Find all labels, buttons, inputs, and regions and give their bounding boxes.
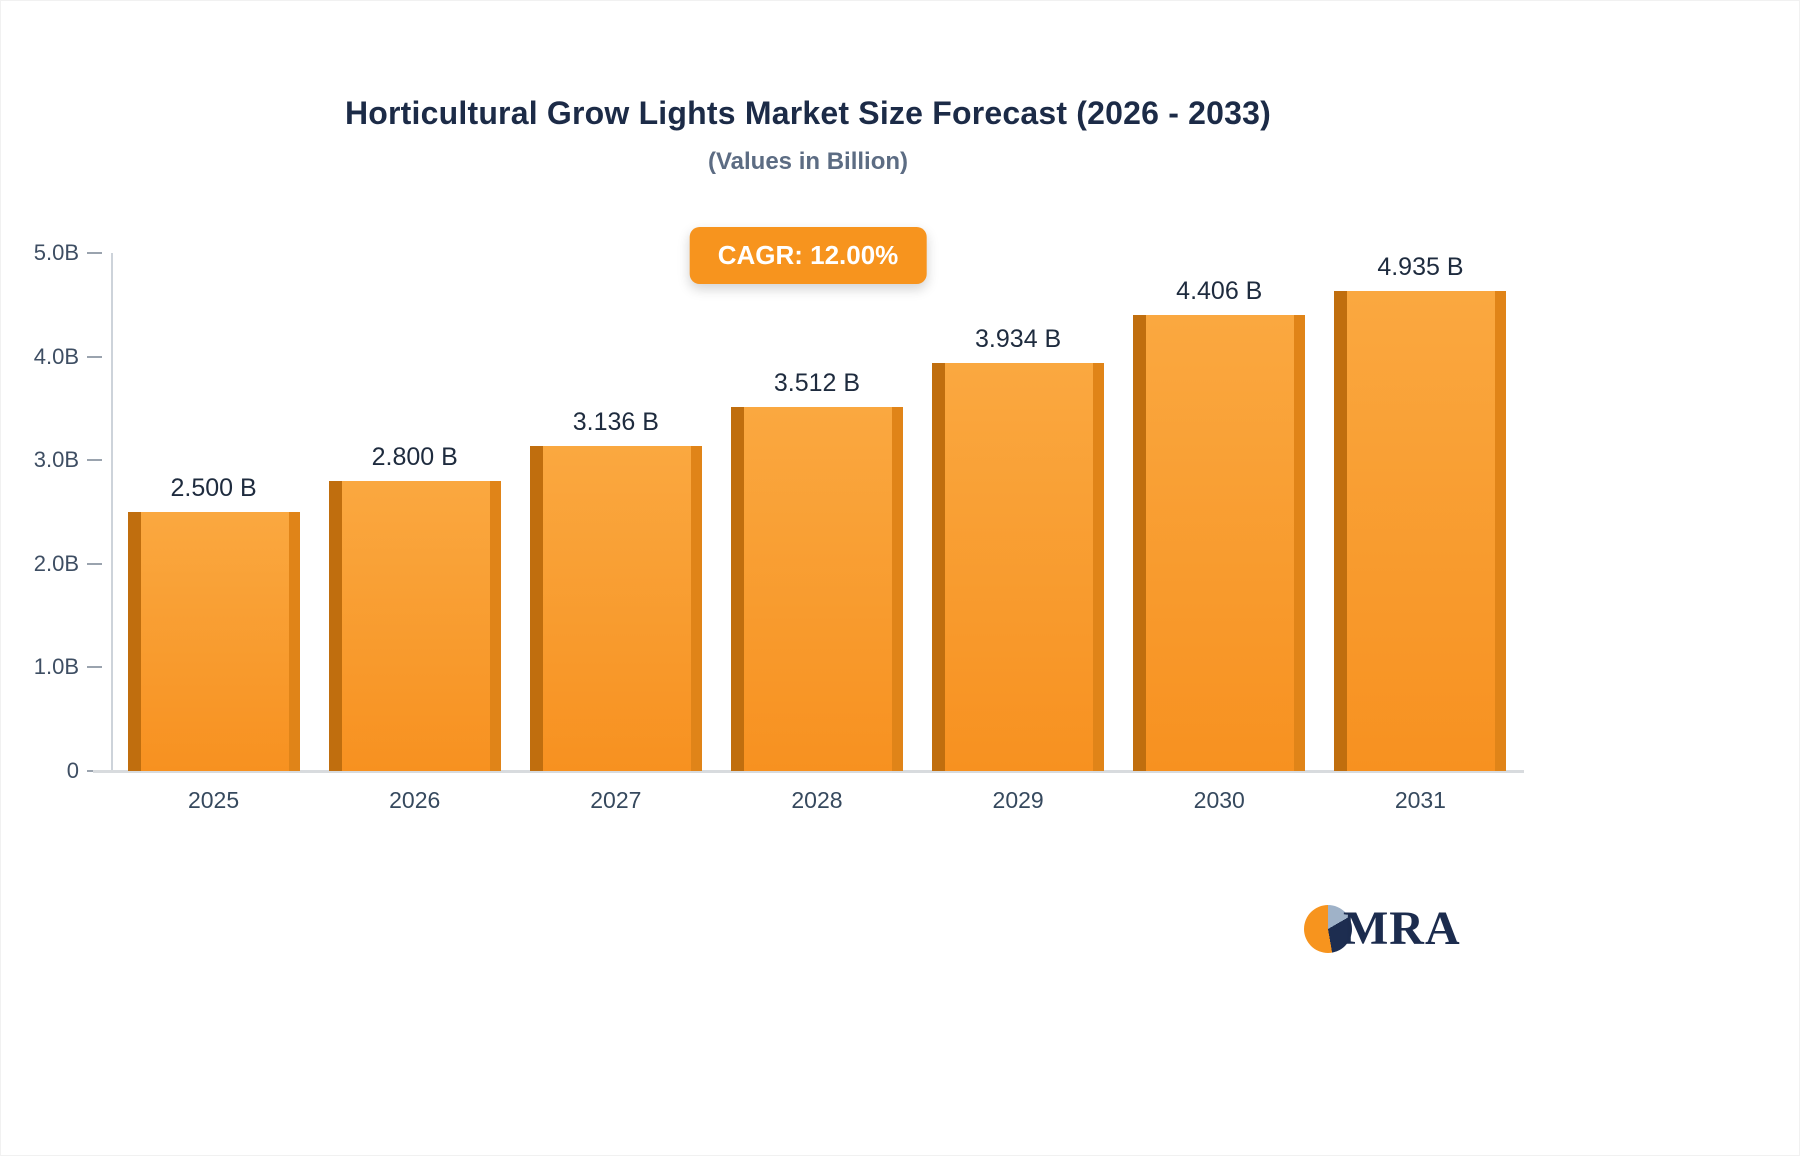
bar-body bbox=[1347, 291, 1496, 771]
y-tick-dash bbox=[87, 666, 102, 669]
bar-value-label: 3.934 B bbox=[975, 325, 1062, 354]
y-tick-dash bbox=[87, 252, 102, 254]
bar-right-edge bbox=[288, 512, 300, 771]
bar-right-edge bbox=[1294, 314, 1306, 771]
bar-left-edge bbox=[1133, 314, 1147, 771]
bar-right-edge bbox=[690, 446, 702, 771]
bar-value-label: 3.136 B bbox=[572, 408, 659, 437]
bar-value-label: 2.500 B bbox=[170, 474, 257, 502]
bar-left-edge bbox=[127, 512, 141, 771]
bar-body bbox=[945, 363, 1094, 771]
bar-group: 4.406 B bbox=[1120, 253, 1318, 771]
plot-area: 2.500 B 2.800 B 3.136 B 3.512 B 3.934 B 4.406… bbox=[113, 253, 1521, 771]
y-tick-label: 5.0B bbox=[33, 240, 79, 265]
logo-text: MRA bbox=[1343, 902, 1461, 955]
bar-right-edge bbox=[1495, 291, 1507, 771]
bar-group: 4.935 B bbox=[1321, 253, 1519, 771]
bar-group: 2.800 B bbox=[316, 253, 514, 771]
bar-body bbox=[140, 512, 289, 771]
x-axis-label: 2025 bbox=[187, 787, 240, 813]
chart-title: Horticultural Grow Lights Market Size Fo… bbox=[344, 95, 1272, 131]
bar-value-label: 2.800 B bbox=[371, 442, 458, 471]
bar-right-edge bbox=[1093, 363, 1105, 771]
bar-value-label: 3.512 B bbox=[773, 369, 861, 398]
bar-right-edge bbox=[489, 480, 501, 771]
cagr-badge: CAGR: 12.00% bbox=[689, 227, 927, 284]
bar-2030 bbox=[1133, 314, 1306, 771]
bar-left-edge bbox=[328, 480, 342, 771]
bar-2025 bbox=[127, 512, 300, 771]
bar-body bbox=[542, 446, 691, 771]
bar-body bbox=[743, 407, 892, 771]
y-tick-label: 1.0B bbox=[33, 654, 79, 680]
pie-circle-icon bbox=[1304, 904, 1352, 953]
bar-group: 2.500 B bbox=[115, 253, 313, 771]
brand-logo: MRA bbox=[1304, 901, 1461, 956]
bar-group: 3.512 B bbox=[718, 253, 916, 771]
y-tick-dash bbox=[87, 459, 102, 462]
y-tick-label: 0 bbox=[66, 758, 79, 783]
x-axis-labels: 2025 2026 2027 2028 2029 2030 2031 bbox=[113, 787, 1521, 814]
x-axis-label: 2028 bbox=[791, 787, 843, 813]
bar-value-label: 4.406 B bbox=[1176, 276, 1263, 305]
y-axis: 5.0B 4.0B 3.0B 2.0B 1.0B 0 bbox=[1, 240, 111, 783]
x-axis-label: 2031 bbox=[1394, 787, 1446, 813]
bar-right-edge bbox=[891, 407, 903, 771]
bar-2031 bbox=[1334, 291, 1507, 771]
bar-body bbox=[1146, 314, 1295, 771]
bar-left-edge bbox=[529, 446, 543, 771]
bar-2029 bbox=[932, 363, 1105, 771]
y-tick-label: 4.0B bbox=[33, 343, 79, 369]
y-tick-label: 3.0B bbox=[33, 447, 79, 473]
bar-body bbox=[341, 480, 490, 771]
y-tick-dash bbox=[87, 355, 102, 358]
bar-left-edge bbox=[932, 363, 946, 771]
y-tick-label: 2.0B bbox=[33, 550, 79, 576]
x-axis-baseline bbox=[93, 770, 1524, 773]
y-tick-dash bbox=[87, 562, 102, 565]
y-axis-line bbox=[111, 253, 113, 772]
x-axis-label: 2027 bbox=[590, 787, 642, 813]
x-axis-label: 2030 bbox=[1193, 787, 1245, 813]
bar-group: 3.136 B bbox=[517, 253, 715, 771]
bar-2027 bbox=[529, 446, 702, 771]
chart-subtitle: (Values in Billion) bbox=[707, 148, 909, 175]
bar-2026 bbox=[328, 480, 501, 771]
bar-2028 bbox=[730, 407, 903, 771]
bar-left-edge bbox=[730, 407, 744, 771]
bar-left-edge bbox=[1334, 291, 1348, 771]
bar-group: 3.934 B bbox=[919, 253, 1117, 771]
bar-value-label: 4.935 B bbox=[1377, 253, 1464, 281]
x-axis-label: 2029 bbox=[992, 787, 1044, 813]
x-axis-label: 2026 bbox=[389, 787, 441, 813]
